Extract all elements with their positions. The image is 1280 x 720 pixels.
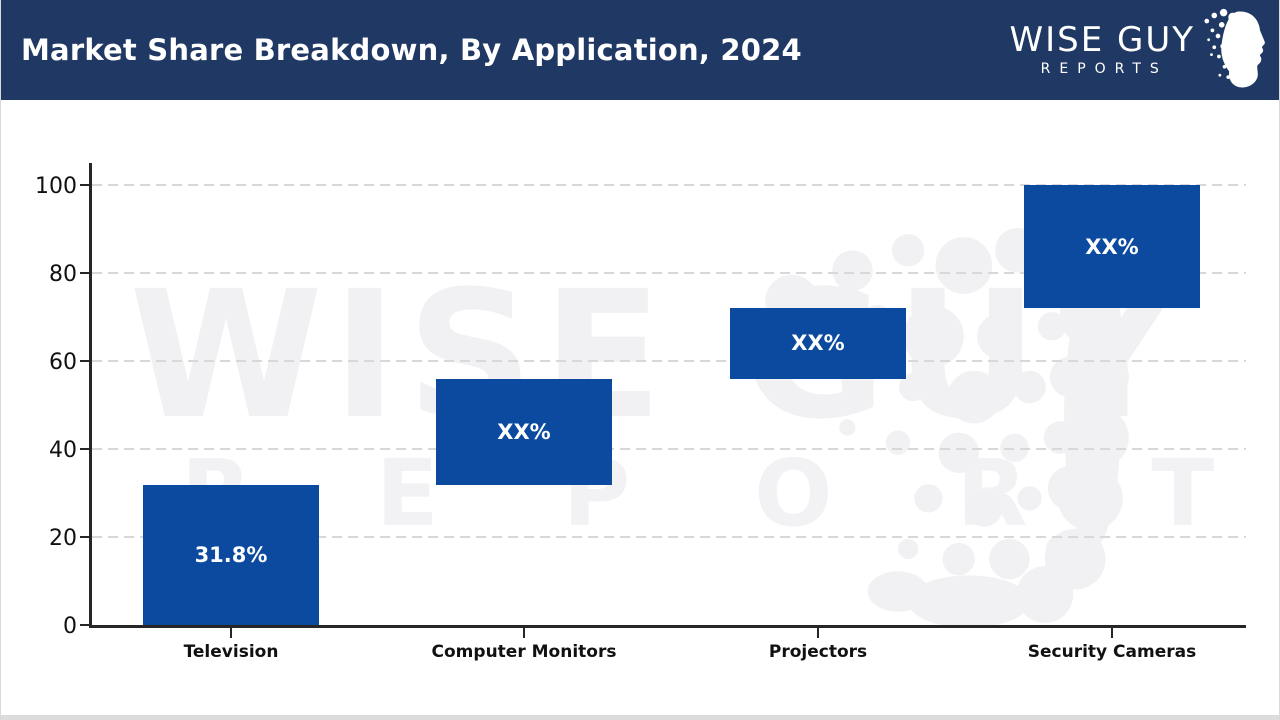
bottom-border (1, 715, 1279, 720)
x-tick-3 (1111, 628, 1113, 638)
y-tick-0 (80, 624, 89, 626)
y-tick-label-80: 80 (49, 262, 77, 287)
gridline-80 (92, 272, 1246, 274)
x-tick-1 (523, 628, 525, 638)
y-tick-100 (80, 184, 89, 186)
x-category-label: Computer Monitors (431, 642, 617, 662)
bar-television: 31.8% (143, 485, 319, 625)
y-tick-40 (80, 448, 89, 450)
logo-face-icon (1204, 8, 1265, 88)
x-category-label: Security Cameras (1027, 642, 1197, 662)
bar-computer-monitors: XX% (436, 378, 612, 486)
y-axis-line (89, 163, 92, 628)
bar-value-label: XX% (497, 419, 551, 444)
y-tick-label-0: 0 (63, 614, 77, 639)
brand-logo: WISE GUY REPORTS (1009, 8, 1265, 92)
y-tick-label-40: 40 (49, 438, 77, 463)
bar-value-label: XX% (791, 331, 845, 356)
gridline-100 (92, 184, 1246, 186)
bar-value-label: XX% (1085, 234, 1139, 259)
bar-projectors: XX% (730, 308, 906, 379)
brand-logo-text: WISE GUY REPORTS (1009, 20, 1195, 77)
x-tick-0 (230, 628, 232, 638)
gridline-40 (92, 448, 1246, 450)
y-tick-label-20: 20 (49, 526, 77, 551)
gridline-20 (92, 536, 1246, 538)
y-tick-label-100: 100 (35, 174, 77, 199)
y-tick-20 (80, 536, 89, 538)
logo-reports-text: REPORTS (1040, 60, 1168, 77)
bar-security-cameras: XX% (1024, 185, 1200, 309)
y-tick-label-60: 60 (49, 350, 77, 375)
logo-wiseguy-text: WISE GUY (1009, 20, 1195, 61)
x-axis-line (89, 625, 1246, 628)
x-category-label: Projectors (768, 642, 868, 662)
gridline-60 (92, 360, 1246, 362)
x-tick-2 (817, 628, 819, 638)
header-bar: Market Share Breakdown, By Application, … (1, 0, 1279, 100)
chart-title: Market Share Breakdown, By Application, … (21, 33, 802, 67)
y-tick-80 (80, 272, 89, 274)
chart-area: WISE GUY R E P O R T S 02040608010031.8%… (1, 100, 1279, 715)
y-tick-60 (80, 360, 89, 362)
x-category-label: Television (183, 642, 279, 662)
bar-value-label: 31.8% (194, 543, 268, 568)
